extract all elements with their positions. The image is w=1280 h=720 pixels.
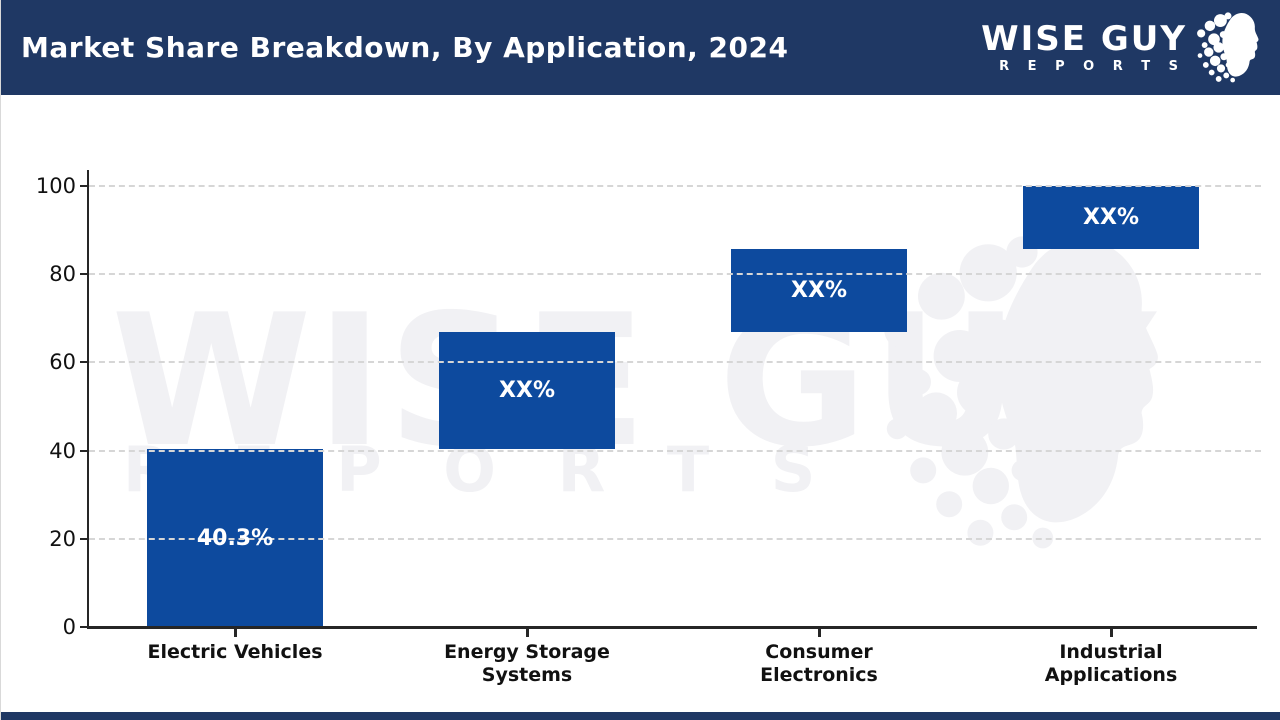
y-tick-label-80: 80 — [49, 262, 76, 287]
x-tick-mark-industrial-applications — [1109, 628, 1113, 637]
y-tick-label-100: 100 — [35, 174, 76, 198]
x-tick-mark-consumer-electronics — [817, 628, 821, 637]
x-category-label-consumer-electronics: Consumer Electronics — [679, 641, 959, 687]
y-axis-line — [87, 170, 89, 629]
x-category-label-energy-storage-systems: Energy Storage Systems — [387, 641, 667, 687]
y-tick-label-20: 20 — [49, 526, 76, 551]
header-bar: Market Share Breakdown, By Application, … — [1, 0, 1280, 95]
bar-value-label-energy-storage-systems: XX% — [499, 378, 555, 404]
logo-subtitle: R E P O R T S — [999, 59, 1185, 74]
x-category-label-line: Systems — [481, 664, 573, 687]
y-tick-label-40: 40 — [49, 438, 76, 463]
y-tick-label-60: 60 — [49, 350, 76, 375]
gridline-80 — [89, 273, 1261, 276]
x-axis-line — [87, 626, 1257, 629]
y-tick-mark-20 — [80, 537, 89, 540]
bar-value-label-consumer-electronics: XX% — [791, 278, 847, 303]
y-tick-label-0: 0 — [62, 615, 76, 639]
bar-industrial-applications — [1023, 186, 1199, 249]
gridline-20 — [89, 537, 1261, 540]
x-category-label-line: Applications — [1044, 664, 1178, 687]
bar-value-label-industrial-applications: XX% — [1083, 204, 1139, 230]
y-tick-mark-100 — [80, 185, 89, 187]
x-tick-mark-electric-vehicles — [233, 628, 237, 637]
x-tick-mark-energy-storage-systems — [525, 628, 529, 637]
bar-consumer-electronics — [731, 248, 907, 333]
logo-wordmark: WISE GUY — [981, 19, 1187, 59]
x-category-label-line: Electronics — [760, 664, 878, 687]
watermark-head-icon — [866, 225, 1178, 565]
y-tick-mark-0 — [80, 626, 89, 628]
page-title: Market Share Breakdown, By Application, … — [21, 31, 789, 64]
bar-value-label-electric-vehicles: 40.3% — [196, 525, 274, 551]
y-tick-mark-40 — [80, 449, 89, 452]
y-tick-mark-80 — [80, 273, 89, 276]
gridline-40 — [89, 449, 1261, 452]
y-tick-mark-60 — [80, 361, 89, 364]
x-category-label-line: Consumer — [765, 641, 873, 663]
x-category-label-industrial-applications: Industrial Applications — [971, 641, 1251, 687]
gridline-100 — [89, 185, 1261, 187]
gridline-60 — [89, 361, 1261, 364]
footer-bar — [1, 712, 1280, 720]
logo-text: WISE GUY R E P O R T S — [981, 22, 1187, 73]
wise-guy-reports-logo: WISE GUY R E P O R T S — [981, 10, 1263, 86]
chart-area: WISE GUY R E P O R T S 0 20 40 60 80 100 40.3%… — [1, 95, 1280, 712]
dotted-head-logo-icon — [1193, 10, 1263, 86]
x-category-label-line: Industrial — [1059, 641, 1163, 663]
x-category-label-line: Energy Storage — [444, 641, 610, 663]
x-category-label-line: Electric Vehicles — [147, 641, 323, 663]
bar-energy-storage-systems — [439, 332, 615, 450]
x-category-label-electric-vehicles: Electric Vehicles — [95, 641, 375, 664]
